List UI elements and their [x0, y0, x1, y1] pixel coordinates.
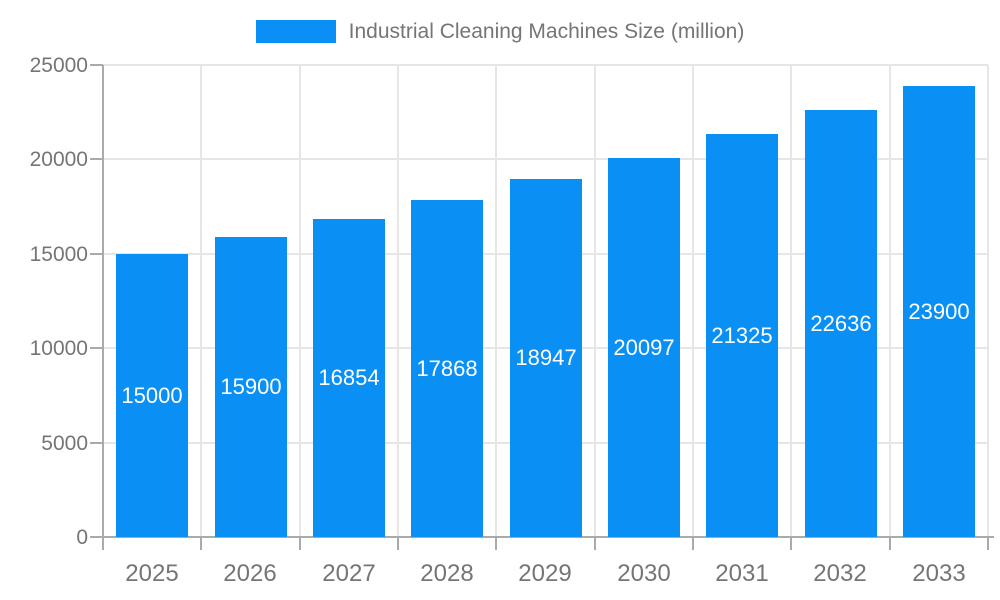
bar-2026: 15900	[215, 237, 287, 537]
x-axis-line	[103, 536, 994, 538]
y-tick-25000	[90, 64, 103, 66]
x-tick-3	[397, 537, 399, 550]
bar-2030: 20097	[608, 158, 680, 537]
bar-2032: 22636	[805, 110, 877, 537]
bar-2025: 15000	[116, 254, 188, 537]
x-axis-label-2027: 2027	[322, 560, 376, 587]
bar-value-label-2025: 15000	[121, 382, 183, 408]
h-gridline-20000	[103, 158, 988, 161]
y-axis-label-0: 0	[76, 526, 88, 549]
legend-swatch	[255, 19, 336, 43]
bar-2031: 21325	[706, 134, 778, 537]
bar-2028: 17868	[411, 200, 483, 537]
x-tick-9	[987, 537, 989, 550]
bar-value-label-2030: 20097	[613, 334, 675, 360]
y-axis-label-25000: 25000	[29, 54, 88, 77]
x-axis-label-2030: 2030	[617, 560, 671, 587]
x-axis-label-2031: 2031	[715, 560, 769, 587]
x-tick-5	[593, 537, 596, 550]
v-gridline-5	[593, 65, 596, 537]
bar-value-label-2029: 18947	[515, 345, 577, 370]
x-tick-6	[692, 537, 694, 550]
x-tick-0	[102, 537, 104, 550]
bar-value-label-2026: 15900	[220, 374, 282, 399]
v-gridline-1	[200, 65, 203, 537]
x-tick-1	[200, 537, 203, 550]
y-tick-0	[90, 536, 103, 538]
x-axis-label-2028: 2028	[420, 560, 474, 587]
y-axis-label-10000: 10000	[29, 337, 88, 361]
x-axis-label-2032: 2032	[813, 560, 867, 587]
x-tick-8	[888, 537, 891, 550]
x-tick-7	[790, 537, 793, 550]
y-axis-label-15000: 15000	[29, 242, 88, 266]
x-axis-label-2025: 2025	[125, 560, 179, 587]
y-tick-10000	[90, 347, 103, 350]
bar-value-label-2032: 22636	[810, 310, 872, 336]
v-gridline-2	[298, 65, 301, 537]
y-axis-line	[102, 65, 104, 537]
x-tick-4	[495, 537, 498, 550]
x-axis-label-2033: 2033	[912, 560, 966, 587]
x-axis-label-2029: 2029	[518, 560, 572, 587]
h-gridline-25000	[103, 64, 988, 66]
bar-2029: 18947	[510, 179, 582, 537]
legend-label: Industrial Cleaning Machines Size (milli…	[348, 19, 745, 43]
bar-value-label-2028: 17868	[416, 355, 478, 381]
bar-value-label-2031: 21325	[711, 322, 773, 348]
v-gridline-9	[987, 65, 989, 537]
y-tick-15000	[90, 252, 103, 255]
v-gridline-3	[397, 65, 399, 537]
y-tick-20000	[90, 158, 103, 161]
y-tick-5000	[90, 441, 103, 444]
v-gridline-8	[888, 65, 891, 537]
v-gridline-7	[790, 65, 793, 537]
bar-value-label-2027: 16854	[318, 365, 380, 390]
v-gridline-6	[692, 65, 694, 537]
bar-value-label-2033: 23900	[908, 298, 970, 324]
v-gridline-4	[495, 65, 498, 537]
x-axis-label-2026: 2026	[223, 560, 277, 587]
y-axis-label-5000: 5000	[41, 431, 88, 455]
y-axis-label-20000: 20000	[29, 148, 88, 172]
x-tick-2	[298, 537, 301, 550]
bar-2027: 16854	[313, 219, 385, 537]
chart-legend: Industrial Cleaning Machines Size (milli…	[0, 10, 1000, 52]
bar-2033: 23900	[903, 86, 975, 537]
